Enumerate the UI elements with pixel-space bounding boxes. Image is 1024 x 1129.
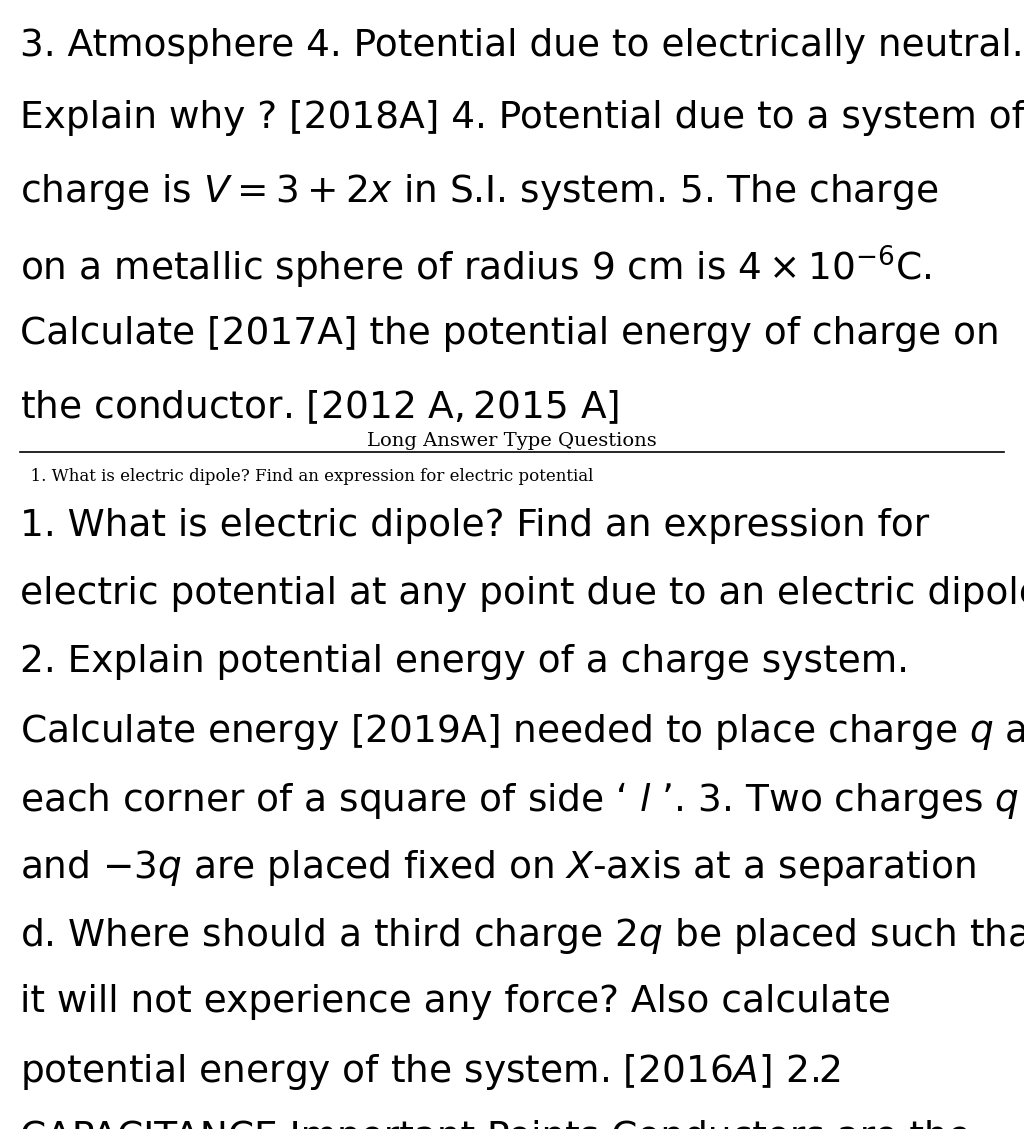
Text: on a metallic sphere of radius $9$ cm is $4 \times 10^{-6}$C.: on a metallic sphere of radius $9$ cm is… (20, 244, 932, 291)
Text: 1. What is electric dipole? Find an expression for electric potential: 1. What is electric dipole? Find an expr… (20, 469, 593, 485)
Text: Calculate [2017A] the potential energy of charge on: Calculate [2017A] the potential energy o… (20, 316, 999, 352)
Text: each corner of a square of side ‘ $l$ ’. 3. Two charges $q$: each corner of a square of side ‘ $l$ ’.… (20, 780, 1019, 821)
Text: Explain why ? [2018A] 4. Potential due to a system of: Explain why ? [2018A] 4. Potential due t… (20, 100, 1024, 135)
Text: the conductor. $[2012$ A$, 2015$ A$]$: the conductor. $[2012$ A$, 2015$ A$]$ (20, 388, 620, 426)
Text: electric potential at any point due to an electric dipole.: electric potential at any point due to a… (20, 576, 1024, 612)
Text: potential energy of the system. $[2016A]$ 2.2: potential energy of the system. $[2016A]… (20, 1052, 841, 1092)
Text: CAPACITANCE Important Points Conductors are the: CAPACITANCE Important Points Conductors … (20, 1120, 971, 1129)
Text: d. Where should a third charge $2q$ be placed such that: d. Where should a third charge $2q$ be p… (20, 916, 1024, 956)
Text: it will not experience any force? Also calculate: it will not experience any force? Also c… (20, 984, 891, 1019)
Text: Calculate energy [2019A] needed to place charge $q$ at: Calculate energy [2019A] needed to place… (20, 712, 1024, 752)
Text: 1. What is electric dipole? Find an expression for: 1. What is electric dipole? Find an expr… (20, 508, 929, 544)
Text: Long Answer Type Questions: Long Answer Type Questions (368, 432, 656, 450)
Text: 3. Atmosphere 4. Potential due to electrically neutral.: 3. Atmosphere 4. Potential due to electr… (20, 28, 1024, 64)
Text: 2. Explain potential energy of a charge system.: 2. Explain potential energy of a charge … (20, 644, 909, 680)
Text: and $-3q$ are placed fixed on $X$-axis at a separation: and $-3q$ are placed fixed on $X$-axis a… (20, 848, 976, 889)
Text: charge is $V = 3 + 2x$ in S.I. system. 5. The charge: charge is $V = 3 + 2x$ in S.I. system. 5… (20, 172, 938, 212)
